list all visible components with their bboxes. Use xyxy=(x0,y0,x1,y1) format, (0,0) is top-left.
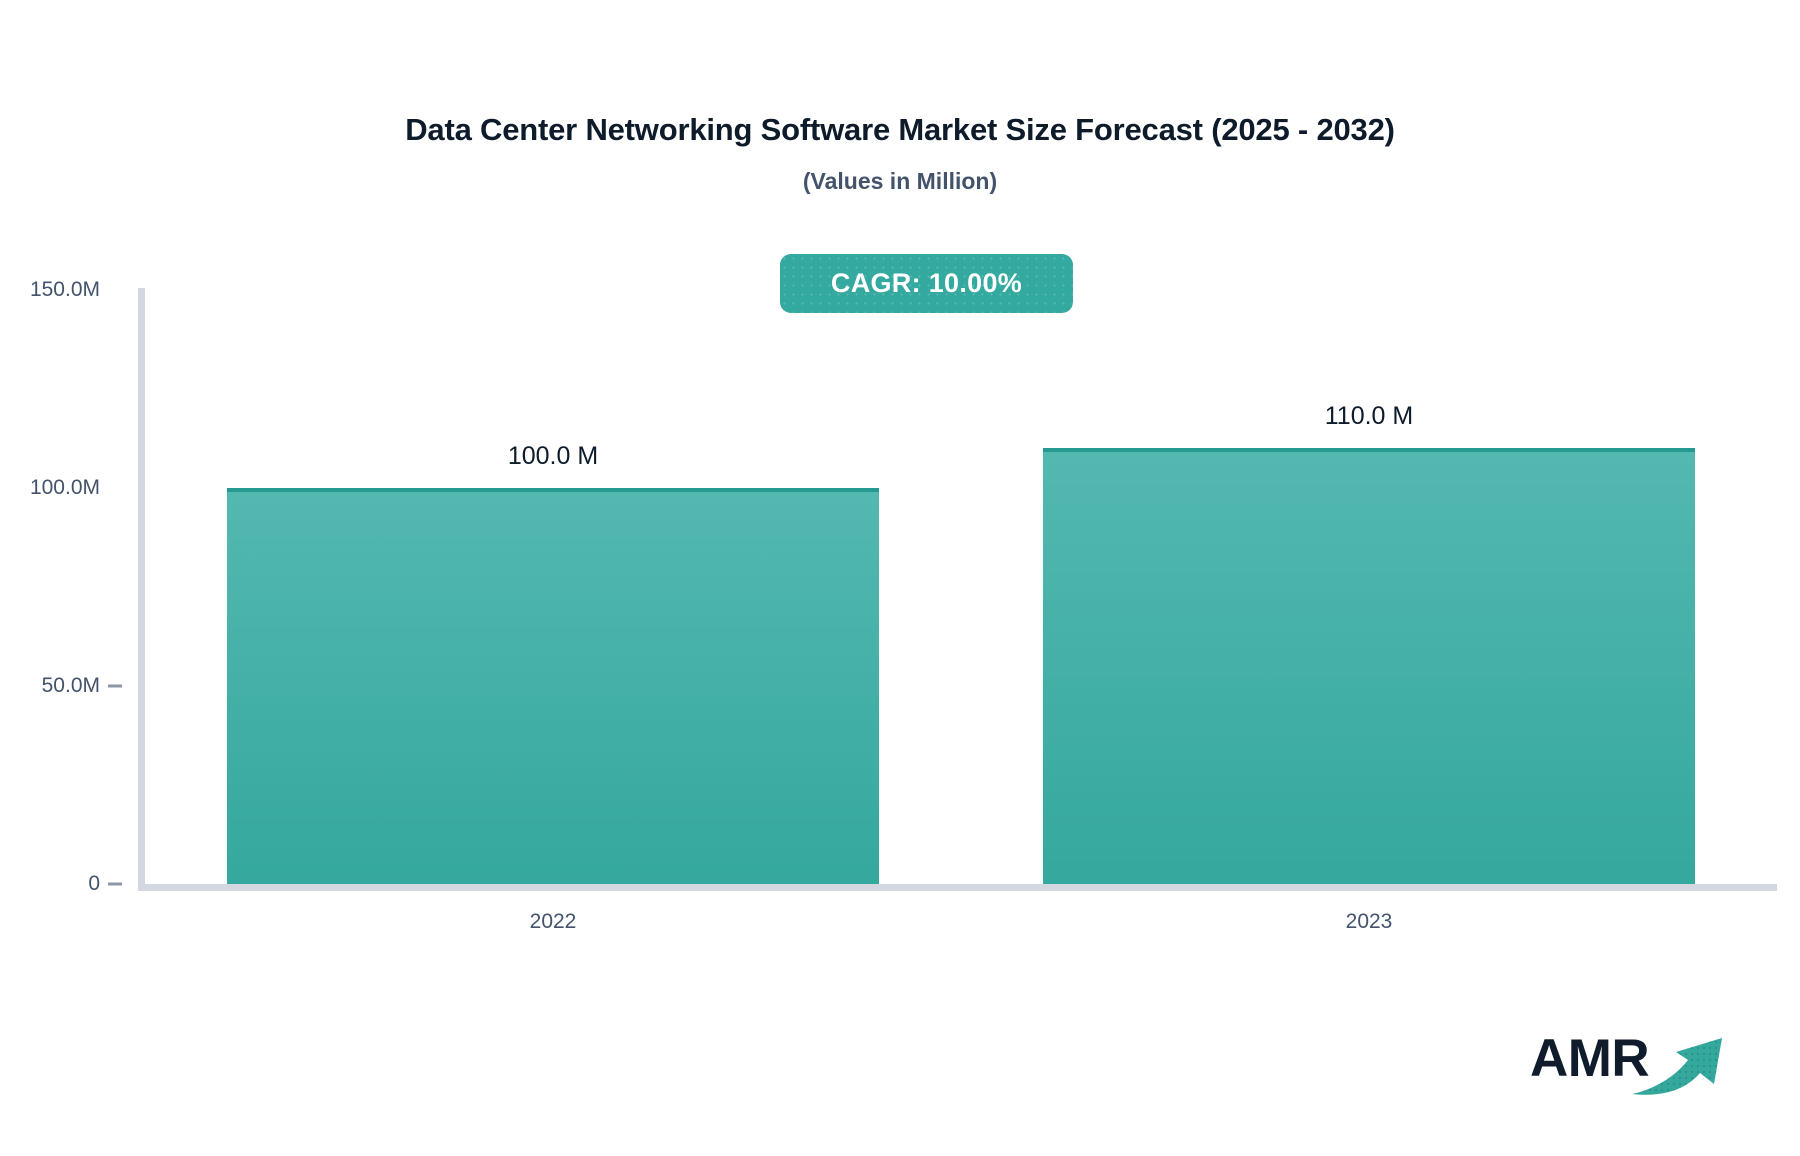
bar xyxy=(1042,448,1696,884)
cagr-badge: CAGR: 10.00% xyxy=(780,254,1073,313)
x-tick-label: 2023 xyxy=(1345,910,1393,933)
amr-logo-text: AMR xyxy=(1530,1029,1650,1088)
y-axis-line xyxy=(138,288,145,888)
amr-logo: AMR xyxy=(1530,1028,1722,1100)
y-tick-mark xyxy=(108,882,122,886)
bar xyxy=(226,488,880,884)
x-axis-line xyxy=(138,884,1777,891)
growth-arrow-icon xyxy=(1632,1038,1722,1095)
chart-subtitle: (Values in Million) xyxy=(802,168,998,194)
bar-value-label: 100.0 M xyxy=(507,442,599,470)
y-tick-label: 150.0M xyxy=(29,278,100,301)
y-tick-mark xyxy=(108,684,122,688)
cagr-badge-label: CAGR: 10.00% xyxy=(830,268,1023,298)
x-tick-label: 2022 xyxy=(529,910,577,933)
bar-value-label: 110.0 M xyxy=(1324,402,1414,431)
y-tick-label: 50.0M xyxy=(41,674,100,697)
y-tick-label: 0 xyxy=(88,872,100,895)
chart-title: Data Center Networking Software Market S… xyxy=(405,112,1395,147)
y-tick-label: 100.0M xyxy=(29,476,100,499)
